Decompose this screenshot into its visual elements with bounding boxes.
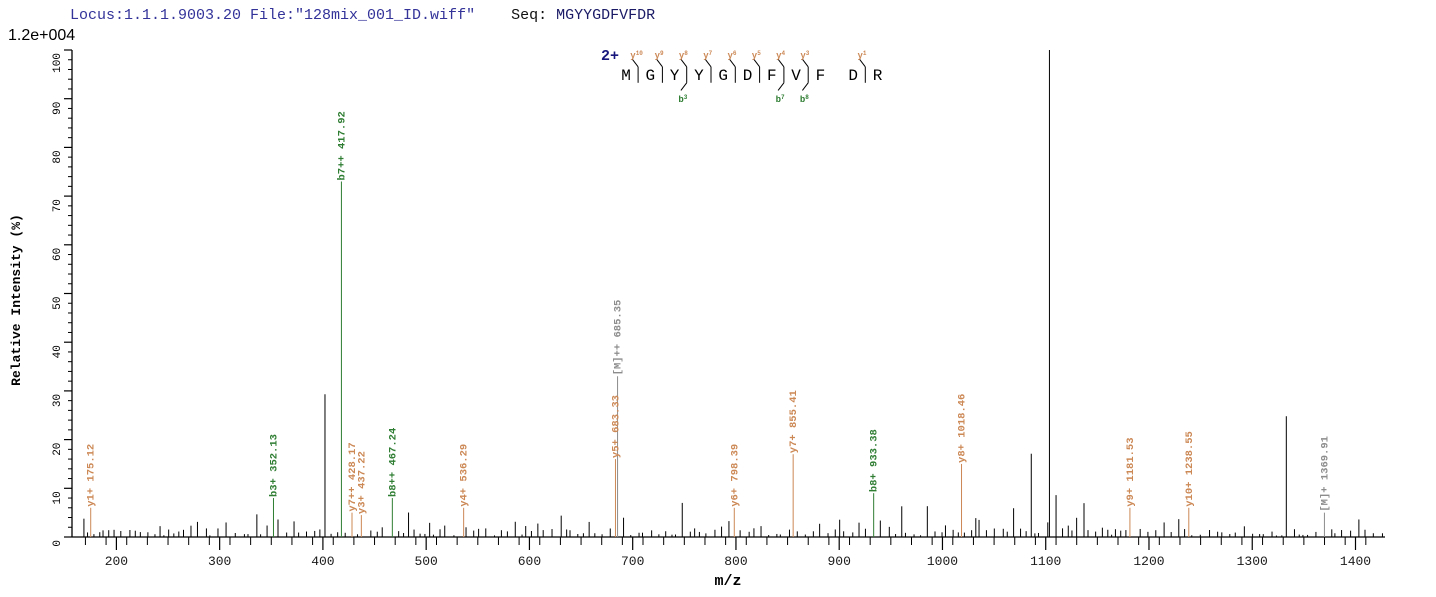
svg-text:Y: Y — [670, 67, 680, 85]
svg-text:2+: 2+ — [601, 48, 619, 65]
svg-text:m/z: m/z — [714, 573, 741, 590]
svg-text:Relative Intensity (%): Relative Intensity (%) — [9, 214, 24, 386]
svg-text:[M]++ 685.35: [M]++ 685.35 — [613, 300, 625, 376]
svg-text:1100: 1100 — [1030, 554, 1061, 569]
svg-text:D: D — [848, 67, 858, 85]
svg-text:y9: y9 — [655, 50, 664, 61]
svg-text:G: G — [645, 67, 655, 85]
svg-text:b8+ 933.38: b8+ 933.38 — [869, 429, 881, 492]
svg-text:R: R — [873, 67, 883, 85]
svg-text:[M]+ 1369.91: [M]+ 1369.91 — [1319, 436, 1331, 512]
svg-text:b8: b8 — [800, 94, 809, 105]
svg-text:1000: 1000 — [927, 554, 958, 569]
svg-text:1300: 1300 — [1237, 554, 1268, 569]
svg-text:V: V — [791, 67, 801, 85]
svg-text:y5: y5 — [752, 50, 761, 61]
svg-text:y6: y6 — [728, 50, 737, 61]
svg-text:y10: y10 — [630, 50, 643, 61]
svg-text:y3+ 437.22: y3+ 437.22 — [356, 451, 368, 514]
svg-text:400: 400 — [311, 554, 334, 569]
svg-text:y6+ 798.39: y6+ 798.39 — [729, 444, 741, 507]
svg-text:M: M — [621, 67, 631, 85]
svg-text:b8++ 467.24: b8++ 467.24 — [387, 428, 399, 497]
svg-text:F: F — [816, 67, 826, 85]
svg-text:50: 50 — [52, 297, 64, 310]
svg-text:y4+ 536.29: y4+ 536.29 — [459, 444, 471, 507]
svg-text:600: 600 — [518, 554, 541, 569]
svg-text:y1: y1 — [858, 50, 867, 61]
svg-text:1400: 1400 — [1340, 554, 1371, 569]
svg-text:y10+ 1238.55: y10+ 1238.55 — [1184, 431, 1196, 507]
svg-text:y5+ 683.33: y5+ 683.33 — [610, 395, 622, 458]
svg-text:500: 500 — [414, 554, 437, 569]
svg-text:y8+ 1018.46: y8+ 1018.46 — [957, 394, 969, 463]
svg-text:G: G — [718, 67, 728, 85]
svg-text:900: 900 — [827, 554, 850, 569]
svg-text:100: 100 — [52, 53, 64, 73]
svg-text:y4: y4 — [776, 50, 785, 61]
svg-text:b3+ 352.13: b3+ 352.13 — [268, 434, 280, 497]
svg-text:10: 10 — [52, 491, 64, 504]
svg-text:y8: y8 — [679, 50, 688, 61]
svg-text:30: 30 — [52, 394, 64, 407]
svg-text:80: 80 — [52, 150, 64, 163]
svg-text:Y: Y — [694, 67, 704, 85]
svg-text:40: 40 — [52, 345, 64, 358]
svg-text:90: 90 — [52, 102, 64, 115]
svg-text:b3: b3 — [678, 94, 687, 105]
svg-text:y9+ 1181.53: y9+ 1181.53 — [1125, 437, 1137, 506]
svg-text:b7: b7 — [776, 94, 785, 105]
svg-text:20: 20 — [52, 443, 64, 456]
svg-text:y7+ 855.41: y7+ 855.41 — [788, 390, 800, 453]
svg-text:300: 300 — [208, 554, 231, 569]
svg-text:b7++ 417.92: b7++ 417.92 — [336, 111, 348, 180]
svg-text:700: 700 — [621, 554, 644, 569]
svg-text:60: 60 — [52, 248, 64, 261]
svg-text:y1+ 175.12: y1+ 175.12 — [86, 444, 98, 507]
svg-text:y3: y3 — [800, 50, 809, 61]
svg-text:y7: y7 — [703, 50, 712, 61]
svg-text:1200: 1200 — [1133, 554, 1164, 569]
svg-text:F: F — [767, 67, 777, 85]
svg-text:0: 0 — [52, 540, 64, 547]
svg-text:70: 70 — [52, 199, 64, 212]
svg-text:800: 800 — [724, 554, 747, 569]
svg-text:200: 200 — [105, 554, 128, 569]
svg-text:D: D — [743, 67, 753, 85]
